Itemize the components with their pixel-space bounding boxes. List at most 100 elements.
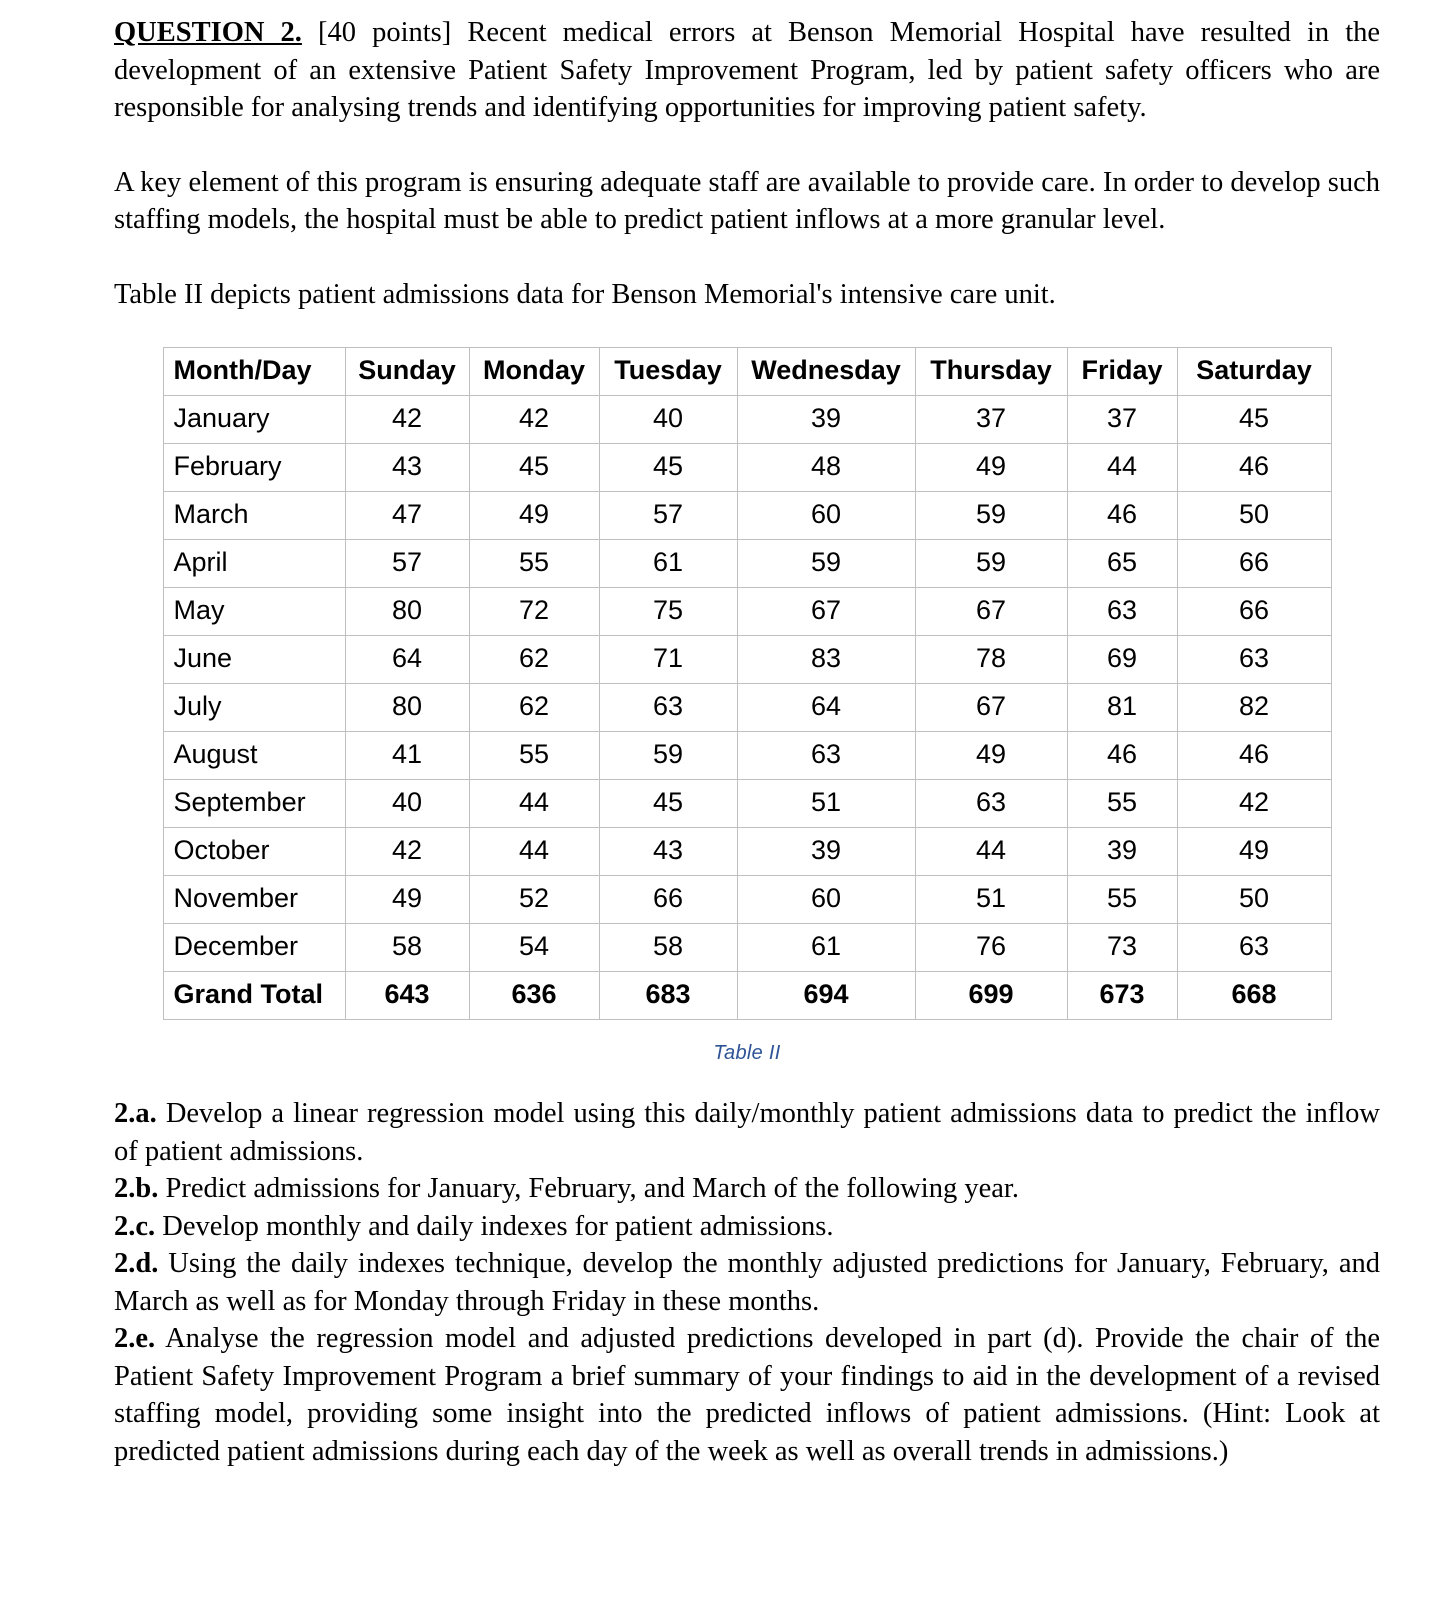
row-label: September <box>162 779 346 828</box>
question-text-d: Using the daily indexes technique, devel… <box>114 1248 1380 1317</box>
table-body: January 42 42 40 39 37 37 45 February 43… <box>162 395 1332 1020</box>
table-row: November 49 52 66 60 51 55 50 <box>162 875 1332 924</box>
cell-value: 67 <box>914 587 1068 636</box>
cell-value: 76 <box>914 923 1068 972</box>
question-title: QUESTION 2. <box>114 17 302 48</box>
cell-value: 83 <box>736 635 916 684</box>
cell-value: 42 <box>1176 779 1332 828</box>
grand-total-value: 636 <box>468 971 600 1020</box>
cell-value: 42 <box>468 395 600 444</box>
cell-value: 41 <box>344 731 470 780</box>
cell-value: 51 <box>736 779 916 828</box>
row-label: October <box>162 827 346 876</box>
question-label-a: 2.a. <box>114 1098 157 1129</box>
question-item-e: 2.e. Analyse the regression model and ad… <box>114 1320 1380 1470</box>
paragraph-spacer <box>114 127 1380 164</box>
table-row: December 58 54 58 61 76 73 63 <box>162 923 1332 972</box>
cell-value: 46 <box>1176 731 1332 780</box>
column-header-monday: Monday <box>468 347 600 396</box>
table-row: October 42 44 43 39 44 39 49 <box>162 827 1332 876</box>
cell-value: 37 <box>1066 395 1178 444</box>
cell-value: 49 <box>344 875 470 924</box>
cell-value: 63 <box>1176 923 1332 972</box>
intro-paragraph-2: A key element of this program is ensurin… <box>114 166 1380 236</box>
table-row: May 80 72 75 67 67 63 66 <box>162 587 1332 636</box>
cell-value: 44 <box>914 827 1068 876</box>
cell-value: 45 <box>598 443 738 492</box>
cell-value: 78 <box>914 635 1068 684</box>
row-label: July <box>162 683 346 732</box>
questions-list: 2.a. Develop a linear regression model u… <box>114 1095 1380 1470</box>
cell-value: 43 <box>598 827 738 876</box>
cell-value: 59 <box>598 731 738 780</box>
row-label: August <box>162 731 346 780</box>
table-row: August 41 55 59 63 49 46 46 <box>162 731 1332 780</box>
question-item-c: 2.c. Develop monthly and daily indexes f… <box>114 1208 1380 1246</box>
table-row: March 47 49 57 60 59 46 50 <box>162 491 1332 540</box>
cell-value: 81 <box>1066 683 1178 732</box>
cell-value: 63 <box>598 683 738 732</box>
question-text-a: Develop a linear regression model using … <box>114 1098 1381 1167</box>
row-label: January <box>162 395 346 444</box>
cell-value: 82 <box>1176 683 1332 732</box>
question-item-a: 2.a. Develop a linear regression model u… <box>114 1095 1380 1170</box>
table-row: January 42 42 40 39 37 37 45 <box>162 395 1332 444</box>
cell-value: 48 <box>736 443 916 492</box>
table-row-grand-total: Grand Total 643 636 683 694 699 673 668 <box>162 971 1332 1020</box>
question-label-d: 2.d. <box>114 1248 159 1279</box>
cell-value: 40 <box>598 395 738 444</box>
column-header-tuesday: Tuesday <box>598 347 738 396</box>
grand-total-value: 668 <box>1176 971 1332 1020</box>
row-label: March <box>162 491 346 540</box>
row-label: November <box>162 875 346 924</box>
cell-value: 59 <box>736 539 916 588</box>
cell-value: 65 <box>1066 539 1178 588</box>
grand-total-label: Grand Total <box>162 971 346 1020</box>
grand-total-value: 694 <box>736 971 916 1020</box>
cell-value: 44 <box>468 779 600 828</box>
cell-value: 63 <box>736 731 916 780</box>
cell-value: 40 <box>344 779 470 828</box>
grand-total-value: 643 <box>344 971 470 1020</box>
cell-value: 61 <box>598 539 738 588</box>
cell-value: 46 <box>1176 443 1332 492</box>
cell-value: 39 <box>736 395 916 444</box>
question-label-c: 2.c. <box>114 1210 156 1242</box>
row-label: February <box>162 443 346 492</box>
intro-paragraph-1-text: Recent medical errors at Benson Memorial… <box>114 17 1381 123</box>
cell-value: 55 <box>468 539 600 588</box>
cell-value: 45 <box>598 779 738 828</box>
cell-value: 57 <box>344 539 470 588</box>
cell-value: 49 <box>914 443 1068 492</box>
cell-value: 50 <box>1176 875 1332 924</box>
cell-value: 39 <box>736 827 916 876</box>
cell-value: 58 <box>598 923 738 972</box>
grand-total-value: 699 <box>914 971 1068 1020</box>
table-row: June 64 62 71 83 78 69 63 <box>162 635 1332 684</box>
question-intro-paragraph: QUESTION 2. [40 points] Recent medical e… <box>114 14 1380 127</box>
cell-value: 75 <box>598 587 738 636</box>
column-header-thursday: Thursday <box>914 347 1068 396</box>
table-row: July 80 62 63 64 67 81 82 <box>162 683 1332 732</box>
cell-value: 46 <box>1066 491 1178 540</box>
cell-value: 62 <box>468 635 600 684</box>
cell-value: 66 <box>1176 539 1332 588</box>
cell-value: 73 <box>1066 923 1178 972</box>
admissions-table-container: Month/Day Sunday Monday Tuesday Wednesda… <box>114 347 1380 1020</box>
column-header-friday: Friday <box>1066 347 1178 396</box>
cell-value: 42 <box>344 827 470 876</box>
grand-total-value: 683 <box>598 971 738 1020</box>
cell-value: 66 <box>598 875 738 924</box>
cell-value: 80 <box>344 683 470 732</box>
cell-value: 58 <box>344 923 470 972</box>
cell-value: 61 <box>736 923 916 972</box>
cell-value: 63 <box>1176 635 1332 684</box>
cell-value: 42 <box>344 395 470 444</box>
cell-value: 39 <box>1066 827 1178 876</box>
cell-value: 45 <box>1176 395 1332 444</box>
row-label: June <box>162 635 346 684</box>
cell-value: 67 <box>914 683 1068 732</box>
cell-value: 47 <box>344 491 470 540</box>
cell-value: 45 <box>468 443 600 492</box>
